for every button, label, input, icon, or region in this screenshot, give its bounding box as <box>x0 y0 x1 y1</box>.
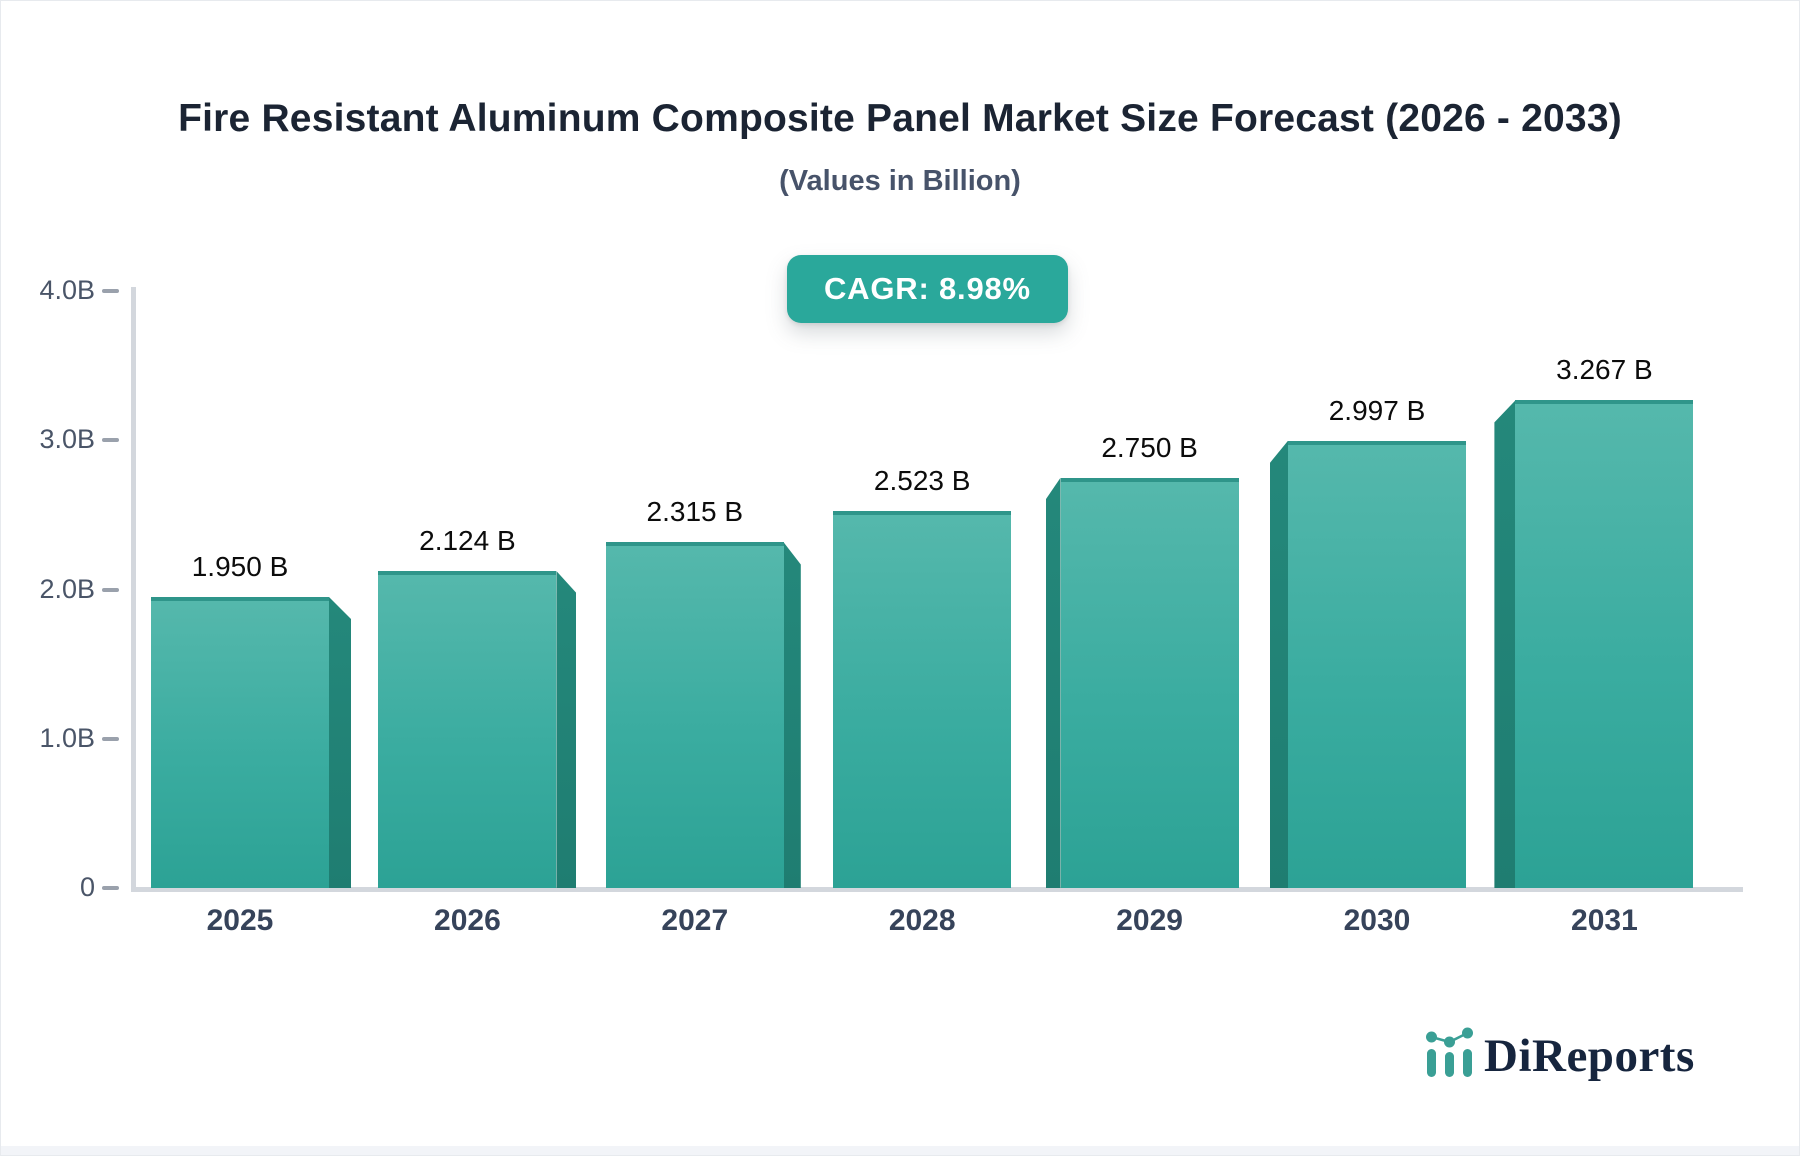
cagr-badge-label: CAGR: 8.98% <box>824 271 1031 306</box>
mini-bar-chart-icon <box>1426 1027 1473 1077</box>
bar-2028 <box>833 511 1012 888</box>
y-tick-label: 4.0B <box>39 275 95 305</box>
bar-2030 <box>1288 440 1466 888</box>
x-axis-label-2026: 2026 <box>434 904 501 937</box>
bar-2027 <box>605 542 784 888</box>
bar-value-label: 3.267 B <box>1556 354 1653 386</box>
x-axis-label-2025: 2025 <box>206 904 274 937</box>
bar-3d-side <box>1045 477 1061 888</box>
chart-subtitle: (Values in Billion) <box>779 165 1021 197</box>
y-tick-mark <box>102 438 119 443</box>
brand-name: DiReports <box>1484 1030 1695 1083</box>
y-tick-mark <box>102 289 119 293</box>
bar-value-label: 1.950 B <box>191 550 289 582</box>
y-tick-mark <box>102 886 119 890</box>
bar-value-label: 2.750 B <box>1101 431 1198 463</box>
x-axis-label-2031: 2031 <box>1571 904 1638 937</box>
y-tick-label: 3.0B <box>39 424 95 455</box>
bar-3d-side <box>1270 440 1288 888</box>
bar-2029 <box>1060 477 1239 888</box>
bar-3d-side <box>556 570 577 888</box>
bar-value-label: 2.997 B <box>1328 394 1426 426</box>
y-tick-mark <box>102 736 119 741</box>
x-axis-line <box>131 887 1743 892</box>
bar-value-label: 2.315 B <box>646 496 744 528</box>
bar-value-label: 2.124 B <box>419 524 516 556</box>
y-axis-line <box>131 287 136 892</box>
cagr-badge: CAGR: 8.98% <box>787 255 1068 323</box>
bar-2025 <box>151 596 329 888</box>
bar-3d-side <box>783 542 801 888</box>
y-tick-label: 0 <box>79 872 95 902</box>
chart-title: Fire Resistant Aluminum Composite Panel … <box>178 97 1622 140</box>
x-axis-label-2030: 2030 <box>1343 904 1411 937</box>
bar-3d-side <box>1494 400 1516 888</box>
bar-2031 <box>1515 400 1694 888</box>
bar-3d-side <box>329 596 351 888</box>
y-tick-label: 2.0B <box>39 573 95 604</box>
bar-2026 <box>378 570 557 888</box>
x-axis-label-2028: 2028 <box>888 904 956 937</box>
brand-logo: DiReports <box>1425 1023 1695 1083</box>
x-axis-label-2027: 2027 <box>661 904 729 937</box>
x-axis-label-2029: 2029 <box>1116 904 1183 937</box>
bar-value-label: 2.523 B <box>873 465 971 497</box>
y-tick-mark <box>102 587 119 592</box>
bottom-strip <box>1 1146 1799 1155</box>
y-tick-label: 1.0B <box>39 722 95 753</box>
